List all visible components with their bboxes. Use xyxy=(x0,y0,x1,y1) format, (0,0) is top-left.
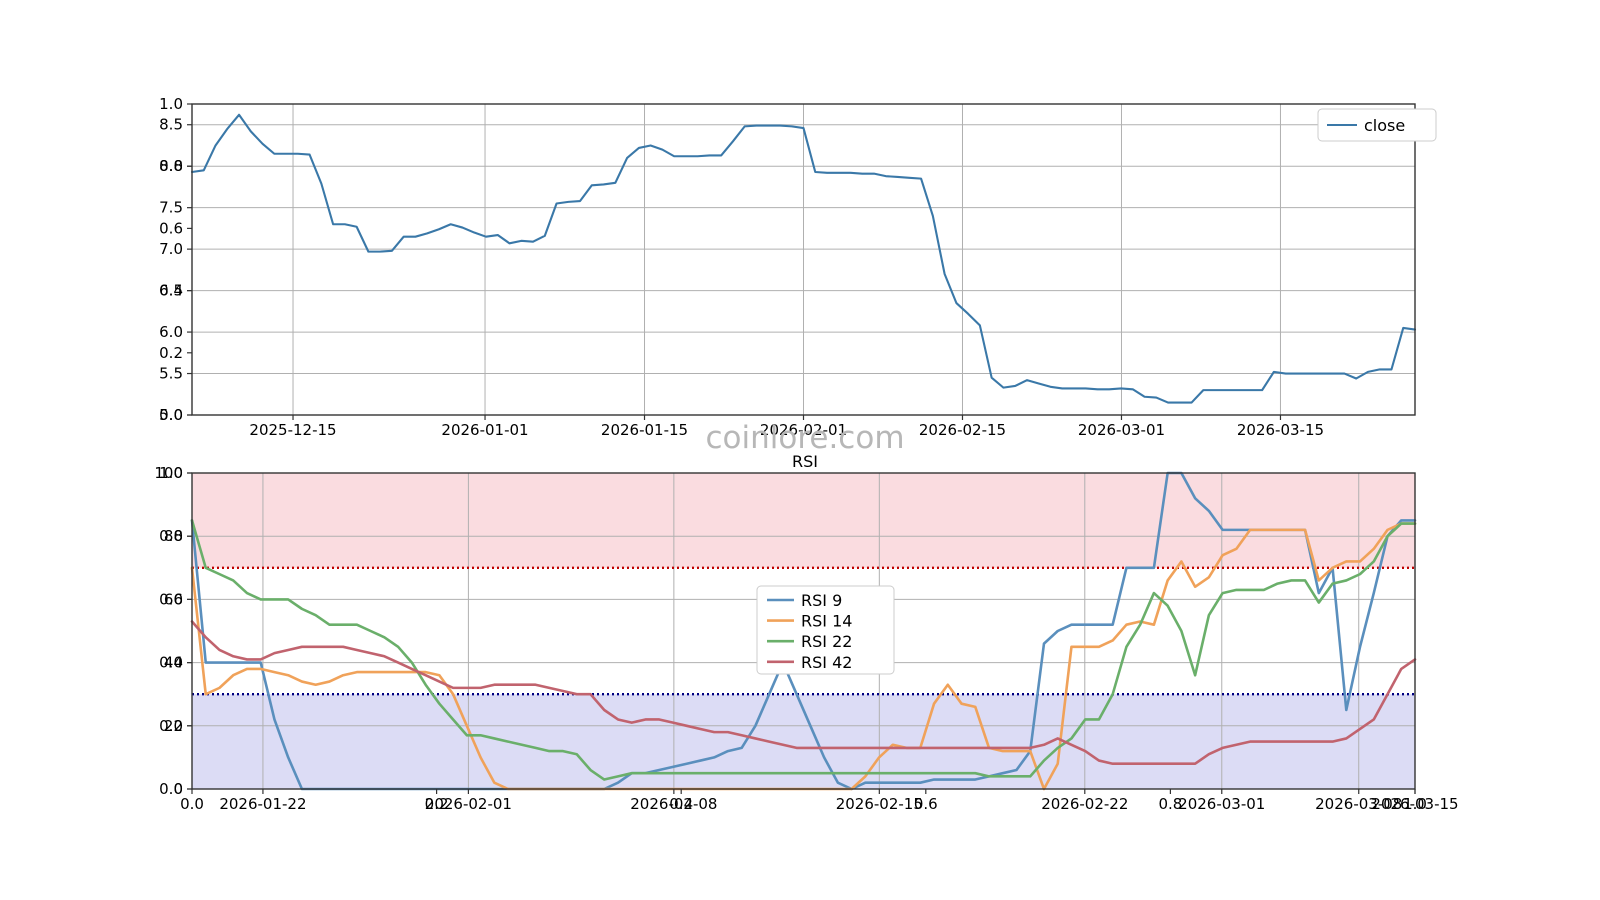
price-ytick-label: 7.0 xyxy=(159,240,183,258)
rsi-xtick-label-secondary: 0.8 xyxy=(1158,795,1182,813)
rsi-ytick-label: 20 xyxy=(164,717,183,735)
rsi-ytick-label: 100 xyxy=(154,464,183,482)
price-line-close xyxy=(190,113,1417,404)
rsi-ytick-label: 80 xyxy=(164,527,183,545)
price-y-axis-secondary: 0.0 0.2 0.4 0.6 0.8 1.0 xyxy=(159,95,192,424)
price-xtick-label: 2026-01-01 xyxy=(441,421,528,439)
rsi-chart-title: RSI xyxy=(792,452,818,471)
rsi-plot-frame xyxy=(191,472,1416,790)
rsi-xtick-label: 2026-02-15 xyxy=(836,795,923,813)
rsi-xtick-label-secondary: 1.0 xyxy=(1403,795,1427,813)
price-ytick-label-secondary: 1.0 xyxy=(159,95,183,113)
rsi-xtick-label-secondary: 0.4 xyxy=(669,795,693,813)
legend-label-RSI-42: RSI 42 xyxy=(801,653,852,672)
rsi-band-0 xyxy=(192,473,1415,568)
legend-label-RSI-9: RSI 9 xyxy=(801,591,842,610)
legend-label-RSI-14: RSI 14 xyxy=(801,612,852,631)
rsi-xtick-label: 2026-03-01 xyxy=(1178,795,1265,813)
price-ytick-label: 5.0 xyxy=(159,406,183,424)
rsi-ytick-label-secondary: 0.6 xyxy=(159,590,183,608)
rsi-xtick-label: 2026-03-08 xyxy=(1315,795,1402,813)
price-ytick-label: 6.0 xyxy=(159,323,183,341)
rsi-x-axis-secondary: 0.0 0.2 0.4 0.6 0.8 1.0 xyxy=(180,789,1427,813)
rsi-xtick-label: 2026-02-01 xyxy=(425,795,512,813)
rsi-ytick-label: 0 xyxy=(173,780,183,798)
rsi-xtick-label: 2026-01-22 xyxy=(219,795,306,813)
price-ytick-label-secondary: 0.4 xyxy=(159,282,183,300)
rsi-threshold-lines xyxy=(192,566,1415,696)
price-ytick-label: 8.0 xyxy=(159,157,183,175)
price-ytick-label-secondary: 0.8 xyxy=(159,157,183,175)
price-series-group xyxy=(190,113,1417,404)
price-xtick-label: 2026-02-01 xyxy=(760,421,847,439)
price-xtick-label: 2026-02-15 xyxy=(919,421,1006,439)
rsi-xtick-label-secondary: 0.0 xyxy=(180,795,204,813)
rsi-ytick-label: 40 xyxy=(164,654,183,672)
price-panel: 5.0 5.5 6.0 6.5 7.0 7.5 8.0 8.5 0.0 0.2 0.4 0.6 0.8 1… xyxy=(159,95,1437,439)
rsi-xtick-label: 2026-02-08 xyxy=(630,795,717,813)
rsi-ytick-label-secondary: 0.8 xyxy=(159,527,183,545)
rsi-y-axis: 0 20 40 60 80 100 xyxy=(154,464,192,798)
rsi-panel: RSI0204060801000.00.20.40.60.81.02026-01… xyxy=(154,452,1458,813)
rsi-ytick-label-secondary: 0.0 xyxy=(159,780,183,798)
price-grid xyxy=(192,104,1415,416)
legend-box xyxy=(1317,108,1437,142)
price-y-axis: 5.0 5.5 6.0 6.5 7.0 7.5 8.0 8.5 xyxy=(159,116,192,424)
price-ytick-label-secondary: 0.2 xyxy=(159,344,183,362)
price-ytick-label: 8.5 xyxy=(159,116,183,134)
price-xtick-label: 2026-03-01 xyxy=(1078,421,1165,439)
rsi-line-RSI-22 xyxy=(190,519,1417,781)
price-xtick-label: 2026-03-15 xyxy=(1237,421,1324,439)
rsi-xtick-label-secondary: 0.6 xyxy=(914,795,938,813)
rsi-y-axis-secondary: 0.0 0.2 0.4 0.6 0.8 1.0 xyxy=(159,464,192,798)
rsi-xtick-label: 2026-03-15 xyxy=(1371,795,1458,813)
rsi-ytick-label-secondary: 0.2 xyxy=(159,717,183,735)
rsi-ytick-label-secondary: 1.0 xyxy=(159,464,183,482)
price-legend[interactable]: close xyxy=(1317,108,1437,142)
price-ytick-label: 7.5 xyxy=(159,199,183,217)
watermark: coinlore.com xyxy=(705,420,904,456)
price-ytick-label-secondary: 0.6 xyxy=(159,219,183,237)
price-x-axis: 2025-12-15 2026-01-01 2026-01-15 2026-02-01… xyxy=(249,415,1324,439)
legend-label-close: close xyxy=(1364,116,1405,135)
price-ytick-label: 5.5 xyxy=(159,365,183,383)
legend-box xyxy=(756,585,895,675)
rsi-ytick-label-secondary: 0.4 xyxy=(159,654,183,672)
rsi-line-RSI-42 xyxy=(190,620,1417,766)
legend-label-RSI-22: RSI 22 xyxy=(801,632,852,651)
price-xtick-label: 2025-12-15 xyxy=(249,421,336,439)
rsi-ytick-label: 60 xyxy=(164,590,183,608)
price-xtick-label: 2026-01-15 xyxy=(601,421,688,439)
rsi-xtick-label-secondary: 0.2 xyxy=(425,795,449,813)
rsi-xtick-label: 2026-02-22 xyxy=(1041,795,1128,813)
rsi-x-axis: 2026-01-22 2026-02-01 2026-02-08 2026-02-15… xyxy=(219,789,1459,813)
price-ytick-label: 6.5 xyxy=(159,282,183,300)
price-ytick-label-secondary: 0.0 xyxy=(159,406,183,424)
